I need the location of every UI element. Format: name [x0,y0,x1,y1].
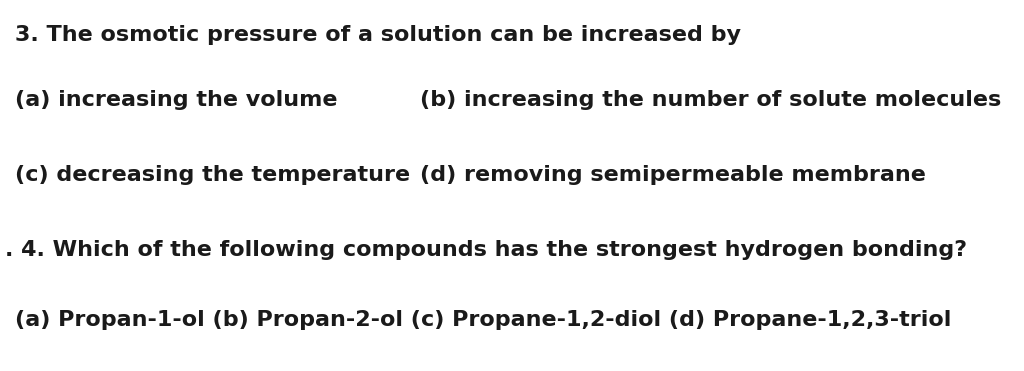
Text: (a) increasing the volume: (a) increasing the volume [15,90,338,110]
Text: (a) Propan-1-ol (b) Propan-2-ol (c) Propane-1,2-diol (d) Propane-1,2,3-triol: (a) Propan-1-ol (b) Propan-2-ol (c) Prop… [15,310,951,330]
Text: (b) increasing the number of solute molecules: (b) increasing the number of solute mole… [420,90,1001,110]
Text: . 4. Which of the following compounds has the strongest hydrogen bonding?: . 4. Which of the following compounds ha… [5,240,967,260]
Text: (d) removing semipermeable membrane: (d) removing semipermeable membrane [420,165,926,185]
Text: (c) decreasing the temperature: (c) decreasing the temperature [15,165,411,185]
Text: 3. The osmotic pressure of a solution can be increased by: 3. The osmotic pressure of a solution ca… [15,25,741,45]
